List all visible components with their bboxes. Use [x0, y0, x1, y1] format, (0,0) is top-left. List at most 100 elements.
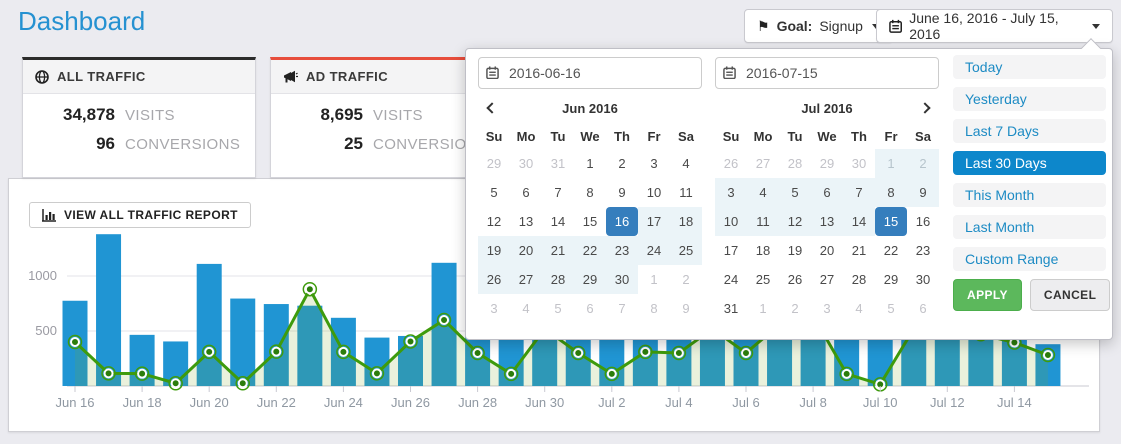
- calendar-day[interactable]: 21: [851, 243, 867, 258]
- apply-button[interactable]: APPLY: [953, 279, 1022, 311]
- calendar-day[interactable]: 1: [759, 301, 767, 316]
- calendar-day[interactable]: 9: [682, 301, 690, 316]
- calendar-day[interactable]: 20: [510, 236, 542, 265]
- calendar-day[interactable]: 4: [522, 301, 530, 316]
- calendar-day[interactable]: 3: [650, 156, 658, 171]
- calendar-day[interactable]: 14: [550, 214, 566, 229]
- calendar-day[interactable]: 5: [554, 301, 562, 316]
- calendar-day[interactable]: 8: [650, 301, 658, 316]
- conversions-point[interactable]: [237, 378, 248, 389]
- date-range-button[interactable]: June 16, 2016 - July 15, 2016: [876, 9, 1113, 43]
- calendar-day[interactable]: 5: [490, 185, 498, 200]
- calendar-day[interactable]: 19: [478, 236, 510, 265]
- visits-bar[interactable]: [196, 263, 222, 386]
- calendar-day[interactable]: 9: [907, 178, 939, 207]
- calendar-day[interactable]: 2: [907, 149, 939, 178]
- calendar-day[interactable]: 29: [883, 272, 899, 287]
- conversions-point[interactable]: [371, 368, 382, 379]
- calendar-day[interactable]: 27: [819, 272, 835, 287]
- view-all-traffic-report-button[interactable]: VIEW ALL TRAFFIC REPORT: [29, 202, 251, 228]
- calendar-day[interactable]: 30: [518, 156, 534, 171]
- calendar-day[interactable]: 25: [755, 272, 771, 287]
- range-option-this-month[interactable]: This Month: [953, 183, 1106, 207]
- calendar-day[interactable]: 6: [586, 301, 594, 316]
- calendar-day[interactable]: 18: [755, 243, 771, 258]
- calendar-day[interactable]: 5: [779, 178, 811, 207]
- conversions-point[interactable]: [673, 348, 684, 358]
- range-option-today[interactable]: Today: [953, 55, 1106, 79]
- range-option-last-7-days[interactable]: Last 7 Days: [953, 119, 1106, 143]
- calendar-day[interactable]: 26: [723, 156, 739, 171]
- conversions-point[interactable]: [1042, 349, 1053, 360]
- calendar-day[interactable]: 5: [887, 301, 895, 316]
- conversions-point[interactable]: [640, 346, 651, 357]
- calendar-day[interactable]: 2: [682, 272, 690, 287]
- calendar-day[interactable]: 30: [915, 272, 931, 287]
- cancel-button[interactable]: CANCEL: [1029, 279, 1111, 311]
- calendar-day[interactable]: 31: [723, 301, 739, 316]
- visits-bar[interactable]: [297, 305, 323, 386]
- end-date-input[interactable]: [715, 57, 939, 89]
- conversions-point[interactable]: [405, 336, 416, 347]
- calendar-day[interactable]: 12: [779, 207, 811, 236]
- conversions-point[interactable]: [170, 378, 181, 389]
- conversions-point[interactable]: [573, 348, 584, 358]
- calendar-day[interactable]: 6: [919, 301, 927, 316]
- calendar-day[interactable]: 24: [723, 272, 739, 287]
- conversions-point[interactable]: [606, 368, 617, 379]
- conversions-point[interactable]: [70, 337, 80, 347]
- conversions-point[interactable]: [439, 315, 450, 325]
- calendar-day[interactable]: 17: [638, 207, 670, 236]
- calendar-day[interactable]: 27: [510, 265, 542, 294]
- calendar-day[interactable]: 29: [819, 156, 835, 171]
- calendar-day[interactable]: 24: [638, 236, 670, 265]
- calendar-day[interactable]: 15: [582, 214, 598, 229]
- conversions-point[interactable]: [103, 368, 114, 379]
- prev-month-button[interactable]: [478, 96, 502, 120]
- calendar-day[interactable]: 6: [811, 178, 843, 207]
- calendar-day[interactable]: 8: [875, 178, 907, 207]
- calendar-day[interactable]: 12: [486, 214, 502, 229]
- calendar-day[interactable]: 17: [723, 243, 739, 258]
- calendar-day[interactable]: 19: [787, 243, 803, 258]
- range-option-last-month[interactable]: Last Month: [953, 215, 1106, 239]
- start-date-input[interactable]: [478, 57, 702, 89]
- calendar-day[interactable]: 20: [819, 243, 835, 258]
- calendar-day[interactable]: 7: [843, 178, 875, 207]
- visits-bar[interactable]: [96, 234, 122, 386]
- calendar-day[interactable]: 11: [679, 185, 693, 200]
- calendar-day[interactable]: 23: [915, 243, 931, 258]
- calendar-day[interactable]: 25: [670, 236, 702, 265]
- calendar-day[interactable]: 31: [550, 156, 566, 171]
- calendar-day[interactable]: 10: [646, 185, 662, 200]
- calendar-day[interactable]: 4: [855, 301, 863, 316]
- calendar-day[interactable]: 29: [486, 156, 502, 171]
- calendar-day[interactable]: 30: [851, 156, 867, 171]
- calendar-day[interactable]: 30: [606, 265, 638, 294]
- calendar-day[interactable]: 21: [542, 236, 574, 265]
- calendar-day[interactable]: 13: [811, 207, 843, 236]
- calendar-day[interactable]: 10: [715, 207, 747, 236]
- conversions-point[interactable]: [338, 346, 349, 357]
- calendar-day[interactable]: 4: [682, 156, 690, 171]
- conversions-point[interactable]: [204, 346, 215, 357]
- calendar-day[interactable]: 3: [823, 301, 831, 316]
- calendar-day[interactable]: 16: [915, 214, 931, 229]
- calendar-day-selected[interactable]: 16: [606, 207, 638, 236]
- calendar-day[interactable]: 7: [554, 185, 562, 200]
- calendar-day[interactable]: 18: [670, 207, 702, 236]
- calendar-day-selected[interactable]: 15: [875, 207, 907, 236]
- calendar-day[interactable]: 3: [490, 301, 498, 316]
- calendar-day[interactable]: 1: [875, 149, 907, 178]
- goal-selector-button[interactable]: ⚑ Goal: Signup: [744, 9, 893, 43]
- calendar-day[interactable]: 9: [618, 185, 626, 200]
- range-option-yesterday[interactable]: Yesterday: [953, 87, 1106, 111]
- calendar-day[interactable]: 8: [586, 185, 594, 200]
- conversions-point[interactable]: [841, 368, 852, 379]
- conversions-point[interactable]: [304, 284, 315, 295]
- calendar-day[interactable]: 28: [542, 265, 574, 294]
- calendar-day[interactable]: 6: [522, 185, 530, 200]
- calendar-day[interactable]: 22: [574, 236, 606, 265]
- calendar-day[interactable]: 2: [618, 156, 626, 171]
- calendar-day[interactable]: 27: [755, 156, 771, 171]
